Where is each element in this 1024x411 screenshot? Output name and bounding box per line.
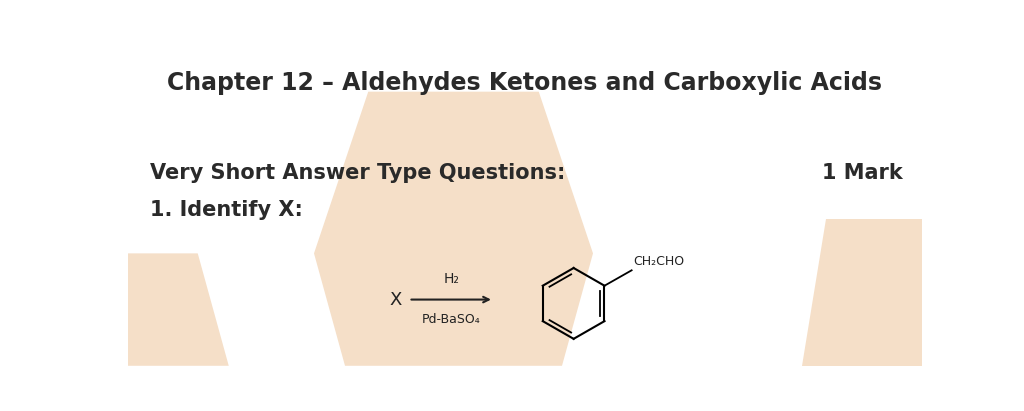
Text: X: X <box>389 291 401 309</box>
Text: CH₂CHO: CH₂CHO <box>633 255 684 268</box>
Polygon shape <box>314 92 593 366</box>
Text: Chapter 12 – Aldehydes Ketones and Carboxylic Acids: Chapter 12 – Aldehydes Ketones and Carbo… <box>167 71 883 95</box>
Polygon shape <box>128 253 228 366</box>
Text: 1. Identify X:: 1. Identify X: <box>150 200 302 220</box>
Text: Very Short Answer Type Questions:: Very Short Answer Type Questions: <box>150 163 565 183</box>
Polygon shape <box>802 219 922 366</box>
Text: Pd-BaSO₄: Pd-BaSO₄ <box>422 313 480 326</box>
Text: H₂: H₂ <box>443 272 459 286</box>
Text: 1 Mark: 1 Mark <box>822 163 903 183</box>
